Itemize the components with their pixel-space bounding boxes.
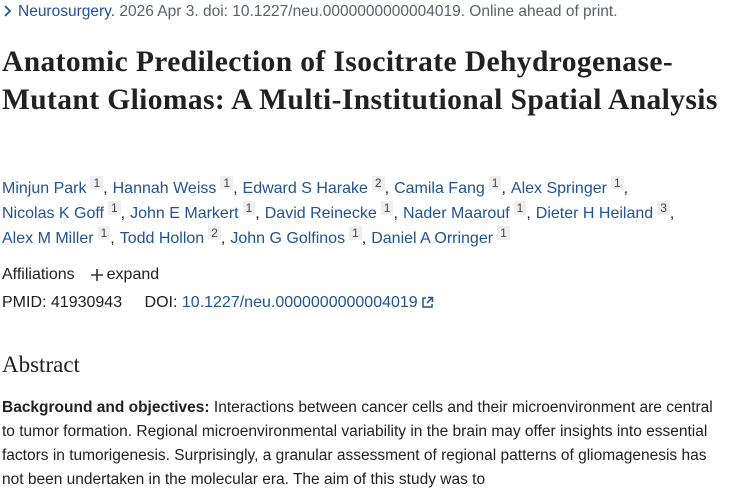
author-name[interactable]: John G Golfinos (230, 230, 346, 247)
author-name[interactable]: Alex M Miller (2, 230, 94, 247)
pmid-label: PMID: (2, 294, 47, 311)
author-name[interactable]: Hannah Weiss (112, 180, 217, 197)
citation-details: 2026 Apr 3. doi: 10.1227/neu.00000000000… (119, 3, 618, 20)
expand-toggle[interactable]: expand (106, 266, 160, 283)
author-line: Alex M Miller 1, Todd Hollon 2, John G Golfi… (2, 226, 679, 251)
affiliation-number[interactable]: 1 (107, 201, 121, 215)
affiliation-number[interactable]: 1 (90, 176, 104, 190)
pmid: 41930943 (50, 294, 123, 311)
author-name[interactable]: Dieter H Heiland (535, 205, 654, 222)
affiliation-number[interactable]: 1 (497, 226, 510, 240)
citation: Neurosurgery. 2026 Apr 3. doi: 10.1227/n… (2, 3, 618, 21)
plus-icon (90, 269, 103, 281)
author-separator: , (393, 205, 398, 222)
author-name[interactable]: Minjun Park (2, 180, 87, 197)
author-name[interactable]: Alex Springer (510, 180, 607, 197)
affiliation-number[interactable]: 3 (657, 201, 670, 215)
affiliations-label: Affiliations (2, 266, 75, 283)
author-list: Minjun Park 1, Hannah Weiss 1, Edward S Hara… (2, 176, 679, 251)
doi-value: 10.1227/neu.0000000000004019 (181, 294, 418, 311)
doi-link[interactable]: 10.1227/neu.0000000000004019 (182, 294, 434, 311)
author-separator: , (669, 205, 675, 222)
author-line: Nicolas K Goff 1, John E Markert 1, David Re… (2, 201, 679, 226)
abstract-paragraph: Background and objectives: Interactions … (2, 396, 720, 492)
affiliation-number[interactable]: 1 (97, 226, 111, 240)
author-separator: , (255, 205, 260, 222)
abstract-label: Background and objectives: (2, 399, 210, 416)
author-name[interactable]: Daniel A Orringer (371, 230, 494, 247)
affiliation-number[interactable]: 1 (220, 176, 234, 190)
author-separator: , (384, 180, 390, 197)
author-name[interactable]: Todd Hollon (119, 230, 205, 247)
author-name[interactable]: Camila Fang (394, 180, 485, 197)
author-name[interactable]: David Reinecke (264, 205, 377, 222)
author-name[interactable]: Nader Maarouf (402, 205, 510, 222)
affiliation-number[interactable]: 1 (488, 176, 502, 190)
author-separator: , (361, 230, 367, 247)
abstract-text: Interactions between cancer cells and th… (2, 399, 713, 488)
affiliation-number[interactable]: 1 (380, 201, 394, 215)
chevron-icon (4, 5, 12, 17)
author-separator: , (220, 230, 226, 247)
affiliation-number[interactable]: 1 (610, 176, 624, 190)
author-separator: , (120, 205, 126, 222)
external-link-icon (421, 296, 433, 308)
author-line: Minjun Park 1, Hannah Weiss 1, Edward S Hara… (2, 176, 679, 201)
affiliation-number[interactable]: 1 (242, 201, 256, 215)
affiliation-number[interactable]: 1 (513, 201, 527, 215)
affiliation-number[interactable]: 2 (371, 176, 385, 190)
author-name[interactable]: Nicolas K Goff (2, 205, 104, 222)
identifiers: PMID: 41930943 DOI: 10.1227/neu.00000000… (2, 294, 434, 312)
author-separator: , (623, 180, 629, 197)
author-separator: , (233, 180, 238, 197)
affiliations: Affiliations expand (2, 266, 159, 284)
article-title: Anatomic Predilection of Isocitrate Dehy… (2, 46, 718, 116)
author-name[interactable]: John E Markert (130, 205, 239, 222)
author-separator: , (110, 230, 115, 247)
journal-link[interactable]: Neurosurgery. (18, 3, 116, 20)
author-name[interactable]: Edward S Harake (242, 180, 368, 197)
abstract-heading: Abstract (2, 352, 80, 377)
affiliation-number[interactable]: 1 (349, 226, 362, 240)
doi-label: DOI: (144, 294, 178, 311)
author-separator: , (501, 180, 506, 197)
author-separator: , (526, 205, 531, 222)
affiliation-number[interactable]: 2 (208, 226, 221, 240)
author-separator: , (103, 180, 108, 197)
